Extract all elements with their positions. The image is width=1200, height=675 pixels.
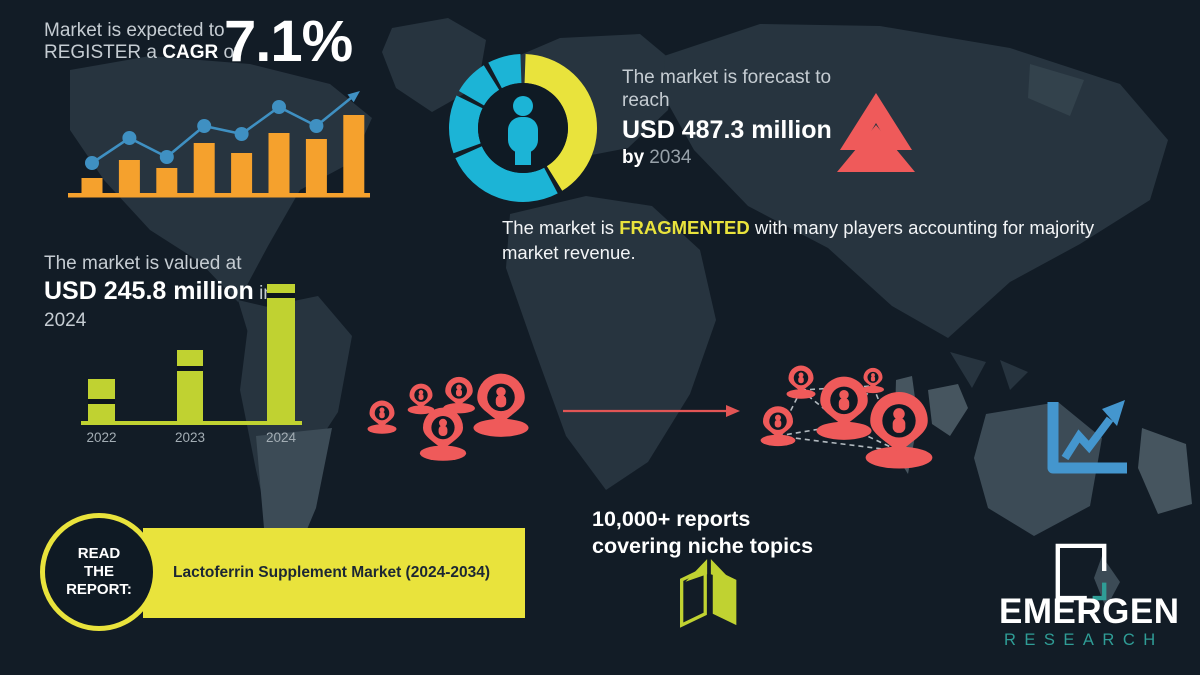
valuation-block: The market is valued at USD 245.8 millio…	[44, 252, 274, 332]
cagr-line1: Market is expected to	[44, 20, 225, 41]
donut-slice-other-players-4	[488, 54, 522, 89]
growth-chart-icon	[1047, 400, 1127, 474]
year-label: 2024	[266, 430, 297, 445]
market-share-donut-chart	[449, 54, 597, 202]
fragmented-statement: The market is FRAGMENTED with many playe…	[502, 216, 1150, 265]
cagr-value: 7.1%	[224, 9, 353, 74]
valuation-value: USD 245.8 million	[44, 277, 254, 305]
read-report-button[interactable]: READ THE REPORT:	[40, 513, 158, 631]
donut-slice-other-players-1	[455, 146, 558, 202]
brand-logo-square	[1055, 543, 1107, 601]
forecast-line2: reach	[622, 90, 670, 111]
valuation-year: 2024	[44, 310, 87, 331]
cagr-line2-pre: REGISTER a	[44, 42, 163, 63]
map-light-patch-2	[928, 384, 968, 436]
transition-arrowhead	[726, 405, 740, 417]
bar-2	[118, 160, 140, 195]
donut-slice-other-players-3	[458, 65, 500, 106]
cagr-line2-post: of	[218, 42, 240, 63]
donut-slice-lead-segment	[524, 54, 597, 191]
read-word-2: THE	[84, 563, 114, 580]
report-title: Lactoferrin Supplement Market (2024-2034…	[173, 564, 490, 581]
bar-2024	[267, 284, 295, 423]
person-icon	[508, 96, 538, 165]
forecast-line1: The market is forecast to	[622, 67, 832, 88]
map-north-america	[70, 56, 372, 302]
reports-count: 10,000+ reports	[592, 507, 751, 531]
forecast-block: The market is forecast to reach USD 487.…	[622, 66, 832, 170]
network-link	[777, 435, 900, 452]
forecast-value: USD 487.3 million	[622, 116, 832, 144]
map-pin-left	[443, 376, 475, 414]
read-word-1: READ	[77, 545, 121, 562]
fragmented-post: with many players accounting for majorit…	[502, 217, 1095, 263]
map-pin-left	[419, 407, 467, 461]
valuation-bar-chart: 2022 2023 2024	[81, 284, 302, 445]
map-new-zealand	[1094, 556, 1120, 608]
reports-topic: covering niche topics	[592, 534, 814, 558]
valuation-line1: The market is valued at	[44, 253, 242, 274]
map-pin-right	[861, 367, 885, 394]
donut-slice-other-players-2	[449, 95, 483, 154]
bar-7	[305, 139, 327, 195]
brand-name: EMERGEN	[999, 592, 1180, 631]
cagr-bar-chart	[68, 91, 370, 198]
map-pin-right	[865, 392, 933, 469]
forecast-by-label: by	[622, 147, 645, 168]
forecast-year: 2034	[649, 147, 692, 168]
fragmented-keyword: FRAGMENTED	[619, 217, 750, 238]
bar-4	[193, 143, 215, 195]
brand-subtitle: RESEARCH	[1004, 631, 1164, 649]
bar-1	[81, 178, 103, 195]
map-pin-right	[786, 365, 816, 399]
map-australia	[974, 402, 1102, 536]
book-icon	[680, 559, 737, 628]
map-light-patch-4	[1028, 64, 1084, 116]
map-island-1	[950, 352, 986, 388]
read-report-banner[interactable]: Lactoferrin Supplement Market (2024-2034…	[143, 528, 525, 618]
bar-2023	[177, 350, 203, 423]
year-label: 2023	[175, 430, 205, 445]
year-label: 2022	[86, 430, 116, 445]
map-pin-left	[407, 383, 435, 415]
map-pin-left	[473, 373, 529, 437]
cagr-keyword: CAGR	[162, 42, 219, 63]
read-word-3: REPORT:	[66, 581, 132, 598]
map-pin-left	[367, 400, 397, 434]
map-light-patch-3	[1138, 428, 1192, 514]
map-africa	[506, 196, 716, 490]
growth-up-arrows-icon	[837, 93, 915, 172]
fragmented-pre: The market is	[502, 217, 620, 238]
bar-5	[231, 153, 253, 195]
bar-8	[343, 115, 365, 195]
bar-6	[268, 133, 290, 195]
map-pin-right	[760, 406, 796, 447]
reports-count-block: 10,000+ reports covering niche topics	[592, 506, 813, 560]
bar-3	[156, 168, 178, 195]
cagr-headline: Market is expected to REGISTER a CAGR of	[44, 20, 239, 64]
map-greenland	[382, 18, 486, 112]
map-island-2	[1000, 360, 1028, 390]
map-pin-right	[816, 376, 872, 440]
trend-arrowhead	[347, 91, 360, 103]
